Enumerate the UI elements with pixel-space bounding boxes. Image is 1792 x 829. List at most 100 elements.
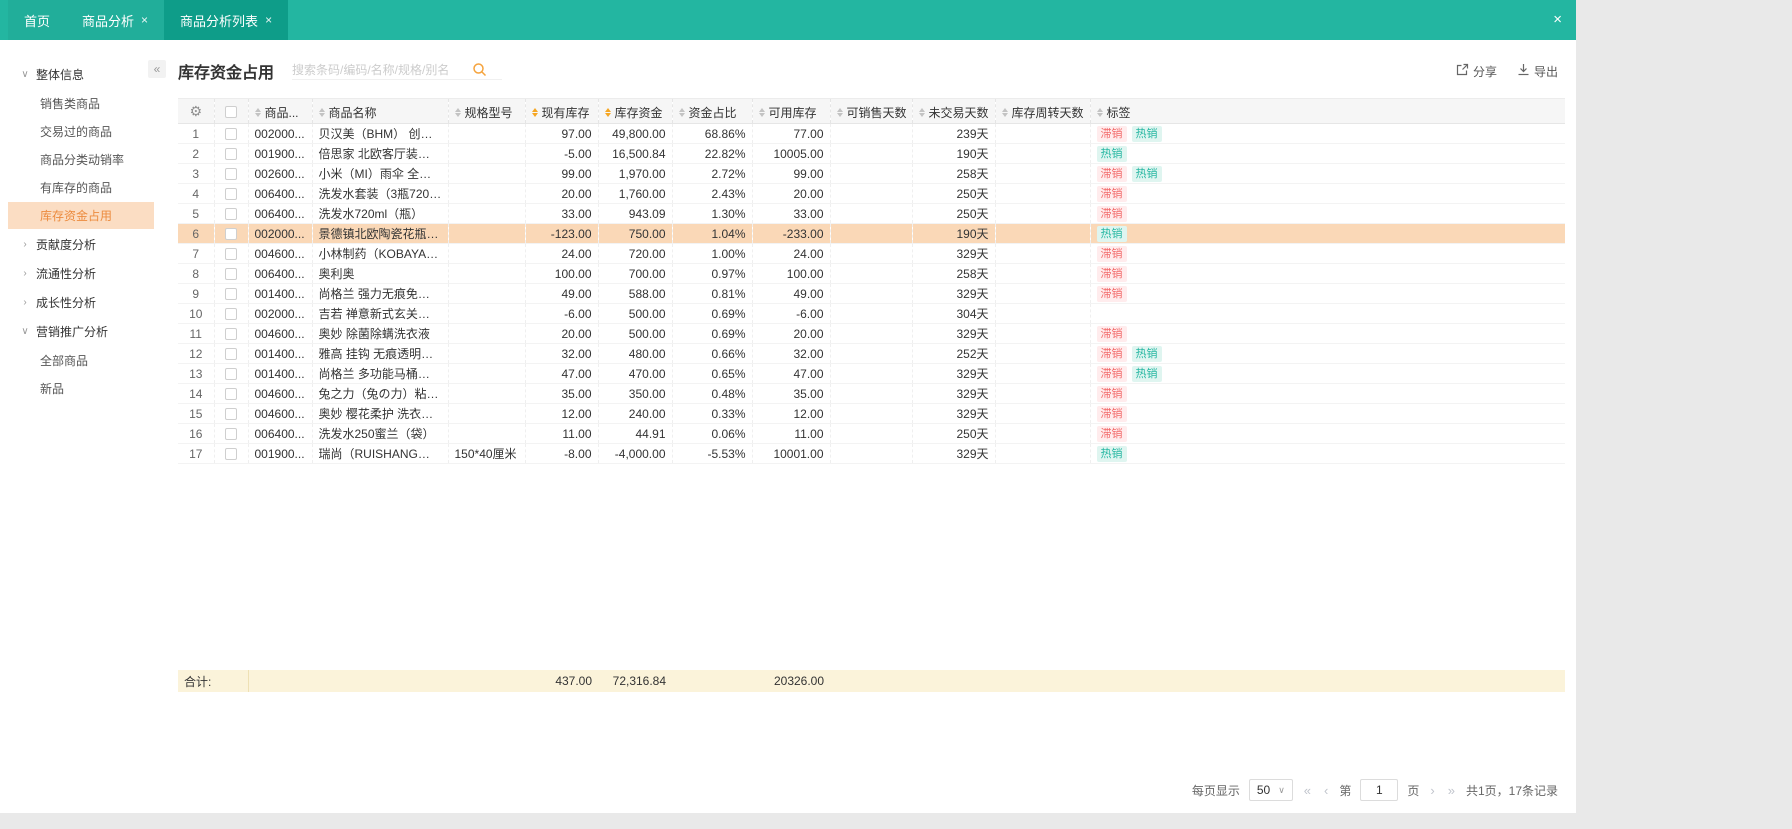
sort-icon[interactable] (531, 108, 538, 117)
table-row[interactable]: 17 001900...瑞尚（RUISHANG） 卧室...150*40厘米-8.… (178, 443, 1565, 464)
search-icon[interactable] (472, 62, 487, 77)
gear-icon[interactable]: ⚙ (189, 102, 203, 119)
next-page-button[interactable]: › (1430, 782, 1435, 798)
column-header-4[interactable]: 库存资金 (598, 98, 673, 124)
sort-icon[interactable] (318, 108, 325, 117)
table-row[interactable]: 4006400...洗发水套装（3瓶720ml+1瓶20.001,760.002… (178, 183, 1565, 204)
column-header-8[interactable]: 未交易天数 (912, 98, 996, 124)
first-page-button[interactable]: « (1303, 782, 1312, 798)
sidebar-group-4[interactable]: ∨ 营销推广分析 (0, 317, 162, 346)
table-row[interactable]: 6 002000...景德镇北欧陶瓷花瓶摆件 优 -123.00750.001.04… (178, 223, 1565, 244)
share-button[interactable]: 分享 (1456, 63, 1497, 80)
row-checkbox[interactable] (225, 348, 237, 361)
sort-icon[interactable] (678, 108, 685, 117)
sidebar-group-3[interactable]: › 成长性分析 (0, 288, 162, 317)
column-header-7[interactable]: 可销售天数 (830, 98, 913, 124)
sort-icon[interactable] (604, 108, 611, 117)
column-header-2[interactable]: 规格型号 (448, 98, 526, 124)
export-button[interactable]: 导出 (1517, 63, 1558, 80)
tab-close-icon[interactable]: × (265, 13, 273, 27)
table-row[interactable]: 1 002000...贝汉美（BHM） 创意北欧... 97.0049,800.00… (178, 123, 1565, 144)
tag-hot: 热销 (1131, 125, 1162, 142)
table-row[interactable]: 5 006400... 洗发水720ml（瓶） 33.00 943.09 1.30% 33.… (178, 203, 1565, 224)
table-row[interactable]: 2 001900...倍思家 北欧客厅装饰画卧室 -5.0016,500.8422.… (178, 143, 1565, 164)
table-row[interactable]: 16 006400... 洗发水250蜜兰（袋） 11.00 44.91 0.06% 11.… (178, 423, 1565, 444)
table-row[interactable]: 11 004600... 奥妙 除菌除螨洗衣液 20.00 500.00 0.69% 20.… (178, 323, 1565, 344)
table-row[interactable]: 15 004600... 奥妙 樱花柔护 洗衣凝珠 10 12.00 240.00 0.3… (178, 403, 1565, 424)
row-number: 15 (178, 403, 215, 424)
available-stock: 100.00 (752, 263, 831, 284)
tab-0[interactable]: 首页 (8, 0, 67, 40)
row-select-cell (214, 263, 249, 284)
funds-ratio: 0.33% (672, 403, 753, 424)
sidebar-item-0-4[interactable]: 库存资金占用 (8, 202, 154, 229)
sort-icon[interactable] (1001, 108, 1008, 117)
row-checkbox[interactable] (225, 128, 237, 141)
row-checkbox[interactable] (225, 248, 237, 261)
sellable-days (830, 243, 913, 264)
sidebar-tree: ∨ 整体信息销售类商品交易过的商品 商品分类动销率 有库存的商品库存资金占用 › 贡献度分… (0, 60, 162, 402)
sidebar-item-0-0[interactable]: 销售类商品 (40, 97, 101, 111)
column-header-5[interactable]: 资金占比 (672, 98, 753, 124)
table-row[interactable]: 14004600...兔之力（兔の力）粘毛器粘35.00350.000.48%3… (178, 383, 1565, 404)
sidebar-item-0-1[interactable]: 交易过的商品 (40, 125, 113, 139)
row-checkbox[interactable] (225, 328, 237, 341)
column-header-10[interactable]: 标签 (1090, 98, 1565, 124)
stock-funds: 720.00 (598, 243, 673, 264)
sidebar-collapse-button[interactable]: « (148, 60, 166, 78)
row-checkbox[interactable] (225, 148, 237, 161)
sort-icon[interactable] (758, 108, 765, 117)
sort-icon[interactable] (918, 108, 925, 117)
row-checkbox[interactable] (225, 308, 237, 321)
last-page-button[interactable]: » (1447, 782, 1455, 798)
row-number: 5 (178, 203, 215, 224)
sidebar-item-0-3[interactable]: 有库存的商品 (40, 181, 113, 195)
page-size-select[interactable]: 50 ∨ (1248, 779, 1293, 801)
sidebar-item-4-0[interactable]: 全部商品 (40, 354, 89, 368)
sidebar-group-2[interactable]: › 流通性分析 (0, 259, 162, 288)
column-header-1[interactable]: 商品名称 (312, 98, 449, 124)
column-header-6[interactable]: 可用库存 (752, 98, 831, 124)
row-checkbox[interactable] (225, 428, 237, 441)
sort-icon[interactable] (836, 108, 843, 117)
row-checkbox[interactable] (225, 368, 237, 381)
row-checkbox[interactable] (225, 388, 237, 401)
table-row[interactable]: 12 001400... 雅高 挂钩 无痕透明粘钩 强 32.00 480.00 0.66… (178, 343, 1565, 364)
prev-page-button[interactable]: ‹ (1324, 782, 1329, 798)
tab-2[interactable]: 商品分析列表 × (164, 0, 289, 40)
row-checkbox[interactable] (225, 268, 237, 281)
row-checkbox[interactable] (225, 208, 237, 221)
page-number-input[interactable] (1360, 779, 1399, 801)
close-all-icon[interactable]: × (1553, 11, 1562, 28)
sidebar-group-1[interactable]: › 贡献度分析 (0, 230, 162, 259)
sort-icon[interactable] (1096, 108, 1103, 117)
row-checkbox[interactable] (225, 228, 237, 241)
sidebar-group-0[interactable]: ∨ 整体信息 (0, 60, 162, 89)
sort-icon[interactable] (254, 108, 261, 117)
column-header-0[interactable]: 商品... (248, 98, 313, 124)
tab-close-icon[interactable]: × (141, 13, 149, 27)
column-header-9[interactable]: 库存周转天数 (995, 98, 1091, 124)
row-checkbox[interactable] (225, 288, 237, 301)
row-checkbox[interactable] (225, 408, 237, 421)
funds-ratio: 0.48% (672, 383, 753, 404)
row-checkbox[interactable] (225, 448, 237, 461)
select-all-checkbox[interactable] (225, 105, 237, 118)
funds-ratio: 0.97% (672, 263, 753, 284)
sort-icon[interactable] (454, 108, 461, 117)
row-checkbox[interactable] (225, 168, 237, 181)
sidebar-item-0-2[interactable]: 商品分类动销率 (40, 153, 125, 167)
table-row[interactable]: 7004600...小林制药（KOBAYASHI）日24.00720.001.0… (178, 243, 1565, 264)
tab-1[interactable]: 商品分析 × (66, 0, 165, 40)
table-row[interactable]: 8 006400... 奥利奥 100.00 700.00 0.97% 100.00 258天… (178, 263, 1565, 284)
sidebar-item-4-1[interactable]: 新品 (40, 382, 65, 396)
current-stock: 97.00 (525, 123, 599, 144)
column-header-3[interactable]: 现有库存 (525, 98, 599, 124)
row-checkbox[interactable] (225, 188, 237, 201)
product-code: 002000... (248, 303, 313, 324)
search-input[interactable] (292, 62, 473, 77)
